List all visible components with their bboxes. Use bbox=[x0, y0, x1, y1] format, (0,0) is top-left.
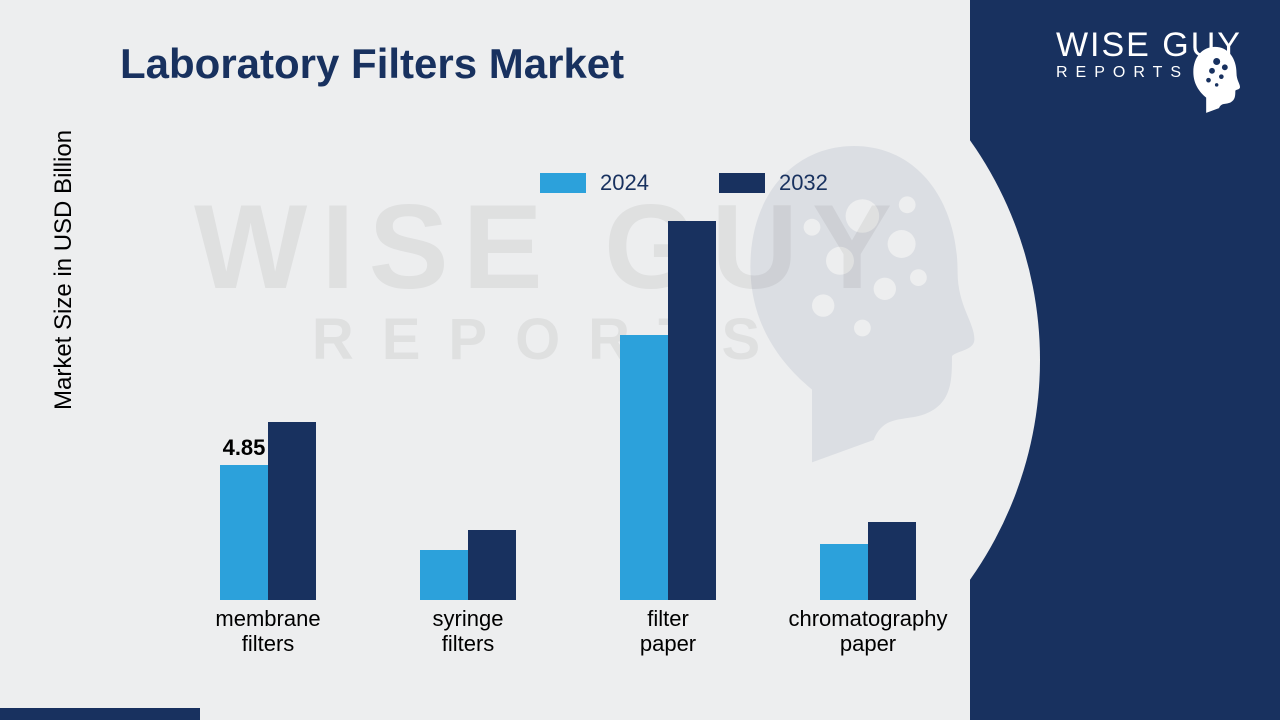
plot-area: 4.85membranefilters syringefilters filterp… bbox=[160, 210, 940, 600]
bar-2032 bbox=[868, 522, 916, 600]
legend-swatch-2032 bbox=[719, 173, 765, 193]
bar-2032 bbox=[268, 422, 316, 600]
bar-2032 bbox=[668, 221, 716, 600]
chart-page: WISE GUY REPORTS Laboratory Filters Mark… bbox=[0, 0, 1280, 720]
bar-2024 bbox=[820, 544, 868, 600]
category-label: membranefilters bbox=[178, 606, 358, 657]
bar-group: syringefilters bbox=[420, 530, 516, 600]
bar-2024 bbox=[620, 335, 668, 600]
legend-item-2032: 2032 bbox=[719, 170, 828, 196]
y-axis-label: Market Size in USD Billion bbox=[50, 130, 78, 410]
legend-swatch-2024 bbox=[540, 173, 586, 193]
bar-2032 bbox=[468, 530, 516, 600]
legend-item-2024: 2024 bbox=[540, 170, 649, 196]
brand-head-icon bbox=[1182, 44, 1242, 114]
legend: 2024 2032 bbox=[540, 170, 828, 196]
category-label: chromatographypaper bbox=[778, 606, 958, 657]
bar-value-label: 4.85 bbox=[223, 435, 266, 461]
chart-title: Laboratory Filters Market bbox=[120, 40, 624, 88]
bar-group: chromatographypaper bbox=[820, 522, 916, 600]
chart-area: Market Size in USD Billion 4.85membranef… bbox=[120, 210, 940, 630]
legend-label-2024: 2024 bbox=[600, 170, 649, 196]
brand-logo: WISE GUY REPORTS bbox=[1056, 28, 1242, 82]
bar-group: filterpaper bbox=[620, 221, 716, 600]
category-label: syringefilters bbox=[378, 606, 558, 657]
bar-2024 bbox=[420, 550, 468, 600]
category-label: filterpaper bbox=[578, 606, 758, 657]
bar-2024 bbox=[220, 465, 268, 600]
legend-label-2032: 2032 bbox=[779, 170, 828, 196]
bottom-accent-bar bbox=[0, 708, 200, 720]
bar-group: 4.85membranefilters bbox=[220, 422, 316, 600]
